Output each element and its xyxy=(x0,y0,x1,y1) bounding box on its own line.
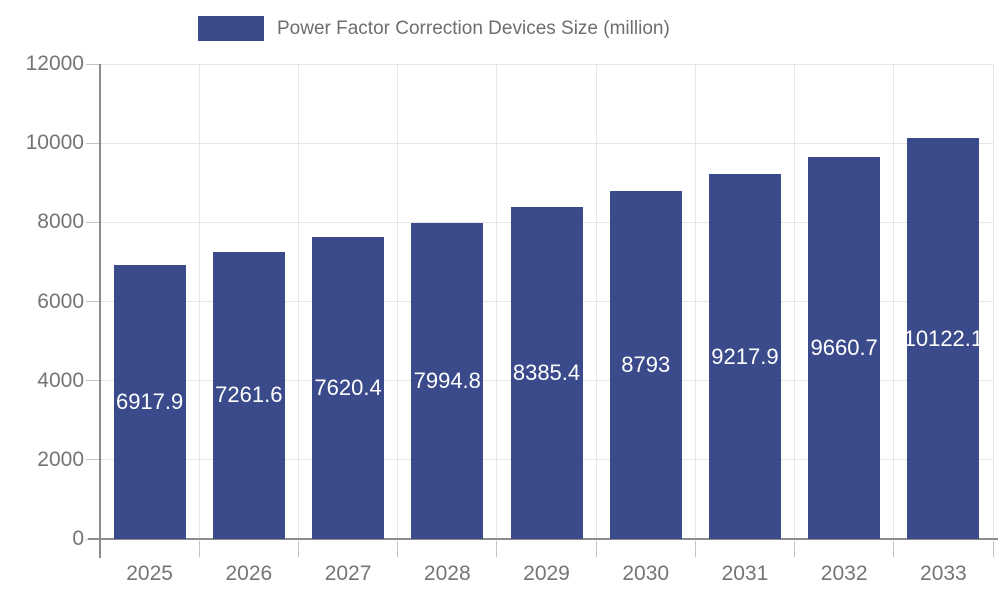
x-gridline xyxy=(992,64,994,539)
x-axis-tick xyxy=(893,541,895,557)
y-axis-tick-label: 8000 xyxy=(37,210,84,234)
x-gridline xyxy=(198,64,200,539)
y-axis-tick xyxy=(86,459,100,461)
x-axis-tick xyxy=(297,541,299,557)
bar-2031[interactable] xyxy=(708,174,781,539)
bar-2027[interactable] xyxy=(312,237,385,539)
x-axis-tick-label: 2029 xyxy=(523,562,570,585)
bar-value-label: 10122.1 xyxy=(903,325,984,351)
y-gridline xyxy=(100,142,993,144)
bar-value-label: 7994.8 xyxy=(413,367,481,393)
x-axis-line xyxy=(88,538,998,540)
bar-2030[interactable] xyxy=(609,190,682,539)
x-axis-tick-label: 2025 xyxy=(126,562,173,585)
y-axis-tick xyxy=(86,301,100,302)
x-gridline xyxy=(397,64,399,539)
x-axis-tick xyxy=(595,541,597,557)
y-axis-tick xyxy=(86,221,100,223)
x-axis-tick xyxy=(794,541,796,557)
x-axis-tick-label: 2030 xyxy=(622,562,670,585)
bar-value-label: 8793 xyxy=(621,351,671,377)
x-axis-tick xyxy=(496,541,498,557)
bar-value-label: 8385.4 xyxy=(512,360,581,386)
bar-value-label: 7261.6 xyxy=(215,382,283,408)
x-axis-tick-label: 2027 xyxy=(324,562,372,585)
x-axis-tick-label: 2033 xyxy=(920,562,967,585)
x-gridline xyxy=(595,64,597,539)
x-axis-tick-label: 2026 xyxy=(225,562,273,585)
x-axis-tick xyxy=(992,541,994,557)
bar-value-label: 7620.4 xyxy=(314,375,382,401)
y-axis-line xyxy=(99,64,101,558)
y-axis-tick-label: 6000 xyxy=(37,289,84,313)
x-axis-tick xyxy=(397,541,399,557)
x-gridline xyxy=(794,64,796,539)
x-axis-tick-label: 2028 xyxy=(423,562,471,585)
y-gridline xyxy=(100,63,993,65)
y-axis-tick-label: 12000 xyxy=(25,52,84,75)
bar-value-label: 9660.7 xyxy=(810,334,878,360)
x-gridline xyxy=(297,64,299,539)
legend-swatch xyxy=(198,16,264,41)
x-gridline xyxy=(694,64,696,539)
bar-2025[interactable] xyxy=(113,265,186,539)
y-axis-tick xyxy=(86,380,100,382)
x-gridline xyxy=(496,64,498,539)
y-axis-tick-label: 0 xyxy=(72,527,84,550)
y-axis-tick-label: 10000 xyxy=(25,131,84,155)
y-axis-tick xyxy=(86,63,100,65)
y-axis-tick-label: 4000 xyxy=(37,368,84,392)
x-axis-tick xyxy=(198,541,200,557)
legend-item[interactable]: Power Factor Correction Devices Size (mi… xyxy=(198,16,670,41)
bar-2026[interactable] xyxy=(212,251,285,539)
bar-2033[interactable] xyxy=(907,138,980,539)
bar-value-label: 6917.9 xyxy=(115,389,184,415)
x-axis-tick xyxy=(694,541,696,557)
y-axis-tick xyxy=(86,142,100,144)
x-axis-tick-label: 2031 xyxy=(721,562,769,585)
bar-2032[interactable] xyxy=(808,156,881,539)
x-gridline xyxy=(893,64,895,539)
legend-label: Power Factor Correction Devices Size (mi… xyxy=(277,18,670,39)
bar-2028[interactable] xyxy=(411,222,484,539)
y-axis-tick-label: 2000 xyxy=(37,447,84,471)
x-axis-tick-label: 2032 xyxy=(820,562,868,585)
bar-2029[interactable] xyxy=(510,207,583,539)
bar-value-label: 9217.9 xyxy=(711,343,779,369)
